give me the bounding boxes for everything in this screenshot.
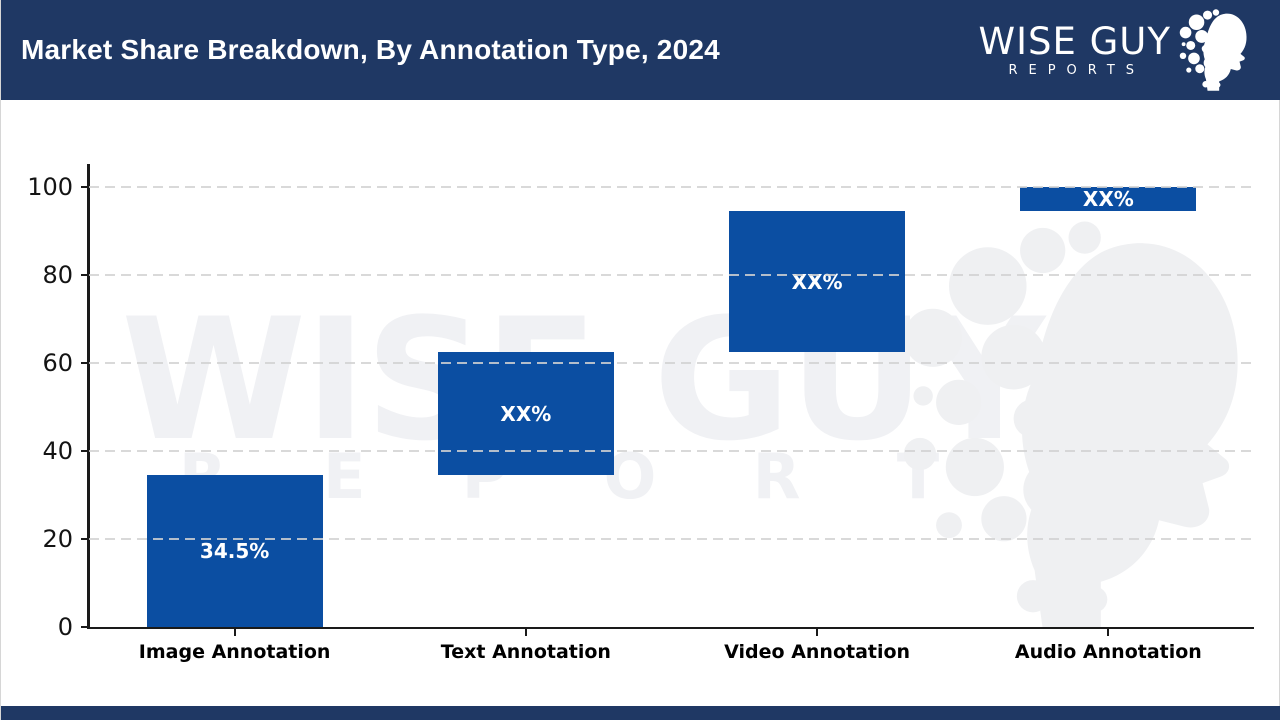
x-axis [87,626,1254,629]
page-title: Market Share Breakdown, By Annotation Ty… [21,34,720,65]
y-tick [81,626,89,628]
gridline-40 [89,450,1254,452]
bar-text-annotation: XX% [437,352,614,476]
gridline-100 [89,186,1254,188]
y-axis [87,164,90,629]
y-tick-label-40: 40 [42,437,73,465]
gridline-20 [89,538,1254,540]
bar-value-label: XX% [1082,187,1134,212]
gridline-60 [89,362,1254,364]
category-label-video-annotation: Video Annotation [724,641,911,663]
x-tick [233,628,236,636]
y-tick [81,362,89,364]
x-tick [816,628,819,636]
y-tick-label-60: 60 [42,349,73,377]
gridline-80 [89,274,1254,276]
category-label-image-annotation: Image Annotation [138,641,331,663]
header-bar: Market Share Breakdown, By Annotation Ty… [1,0,1280,100]
wiseguy-wordmark: WISE GUY REPORTS [979,23,1171,77]
bar-image-annotation: 34.5% [146,475,323,627]
wiseguy-wordmark-line1: WISE GUY [978,20,1171,63]
footer-bar [1,706,1280,720]
bar-value-label: 34.5% [199,539,270,564]
y-tick-label-0: 0 [57,613,73,641]
bar-video-annotation: XX% [729,211,906,352]
y-tick-label-20: 20 [42,525,73,553]
category-label-text-annotation: Text Annotation [440,641,611,663]
wiseguy-wordmark-line2: REPORTS [1008,63,1146,78]
y-tick [81,274,89,276]
category-label-audio-annotation: Audio Annotation [1014,641,1202,663]
y-tick-label-80: 80 [42,261,73,289]
bar-value-label: XX% [500,401,552,426]
bar-audio-annotation: XX% [1020,187,1197,212]
x-tick [1107,628,1110,636]
x-tick [524,628,527,636]
y-tick-label-100: 100 [27,173,73,201]
y-tick [81,538,89,540]
brand-logo: WISE GUY REPORTS [979,8,1253,92]
y-tick [81,186,89,188]
y-tick [81,450,89,452]
wiseguy-head-icon [1179,9,1247,91]
bar-value-label: XX% [791,269,843,294]
